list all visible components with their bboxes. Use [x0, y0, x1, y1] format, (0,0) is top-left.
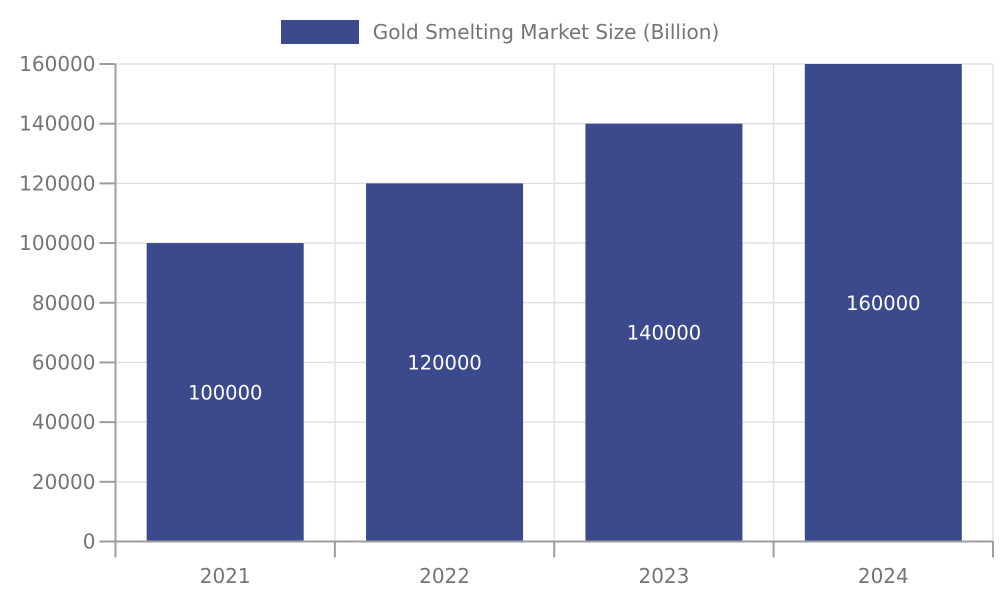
x-tick-label: 2021	[200, 564, 251, 588]
bar-value-label: 160000	[846, 292, 920, 315]
x-tick-label: 2024	[858, 564, 909, 588]
bar-2024	[804, 64, 962, 542]
y-tick-label: 120000	[19, 171, 95, 195]
bar-value-label: 140000	[627, 322, 701, 345]
y-tick-label: 40000	[32, 410, 96, 434]
y-tick-label: 160000	[19, 52, 95, 76]
y-tick-label: 80000	[32, 291, 96, 315]
bar-value-label: 100000	[188, 381, 262, 404]
y-tick-label: 140000	[19, 112, 95, 136]
y-tick-label: 20000	[32, 470, 96, 494]
bar-2021	[146, 243, 304, 542]
bar-2022	[366, 183, 524, 542]
y-tick-label: 60000	[32, 350, 96, 374]
bar-2023	[585, 123, 743, 542]
x-tick-label: 2023	[638, 564, 689, 588]
y-tick-label: 100000	[19, 231, 95, 255]
x-tick-label: 2022	[419, 564, 470, 588]
bar-value-label: 120000	[407, 351, 481, 374]
y-tick-label: 0	[83, 530, 96, 554]
